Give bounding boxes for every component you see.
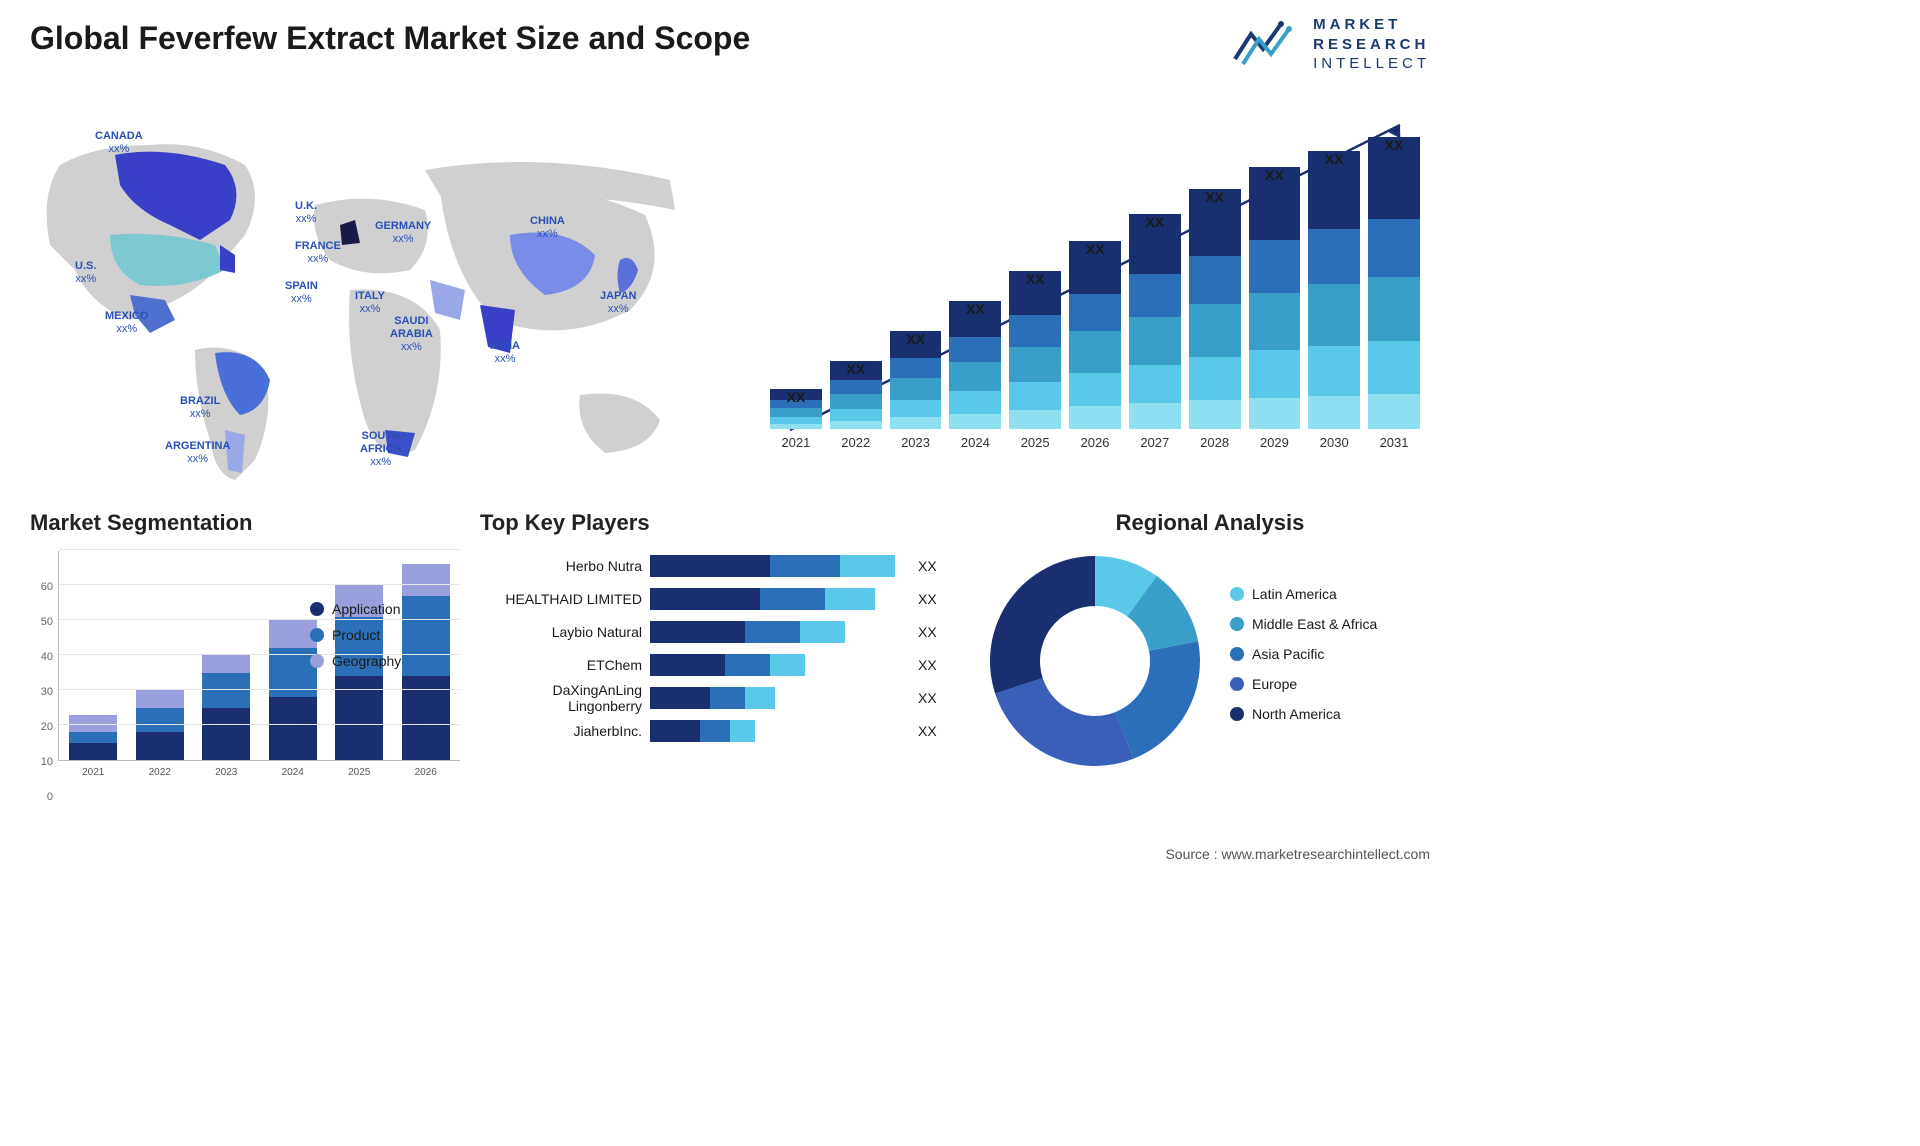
players-title: Top Key Players	[480, 510, 960, 536]
growth-bar-chart: 2021202220232024202520262027202820292030…	[770, 105, 1420, 475]
page-title: Global Feverfew Extract Market Size and …	[30, 20, 750, 57]
donut-slice	[990, 556, 1095, 693]
growth-value-label: XX	[846, 361, 865, 377]
growth-bar: 2023	[890, 331, 942, 450]
regional-section: Regional Analysis Latin America Middle Ea…	[985, 510, 1435, 771]
players-section: Top Key Players Herbo NutraXXHEALTHAID L…	[480, 510, 960, 749]
growth-value-label: XX	[1325, 151, 1344, 167]
map-label: U.S.xx%	[75, 260, 96, 286]
logo-line1: MARKET	[1313, 15, 1430, 35]
growth-value-label: XX	[1145, 214, 1164, 230]
legend-item: Geography	[310, 653, 401, 669]
map-label: SOUTHAFRICAxx%	[360, 430, 402, 470]
donut-slice	[995, 678, 1134, 766]
map-label: SAUDIARABIAxx%	[390, 315, 433, 355]
map-label: FRANCExx%	[295, 240, 341, 266]
regional-donut-chart	[985, 551, 1205, 771]
player-row: DaXingAnLing LingonberryXX	[480, 683, 960, 713]
segmentation-bar: 2026	[396, 564, 457, 760]
map-label: CHINAxx%	[530, 215, 565, 241]
legend-item: Asia Pacific	[1230, 646, 1377, 662]
growth-value-label: XX	[966, 301, 985, 317]
segmentation-bar: 2023	[196, 655, 257, 760]
regional-legend: Latin America Middle East & Africa Asia Pa…	[1230, 586, 1377, 736]
legend-item: Europe	[1230, 676, 1377, 692]
growth-value-label: XX	[1265, 167, 1284, 183]
map-label: JAPANxx%	[600, 290, 636, 316]
map-label: SPAINxx%	[285, 280, 318, 306]
growth-value-label: XX	[787, 389, 806, 405]
map-label: U.K.xx%	[295, 200, 317, 226]
brand-logo: MARKET RESEARCH INTELLECT	[1233, 15, 1430, 74]
segmentation-legend: Application Product Geography	[310, 601, 401, 679]
growth-bar: 2027	[1129, 214, 1181, 450]
player-row: Laybio NaturalXX	[480, 617, 960, 647]
logo-line3: INTELLECT	[1313, 54, 1430, 74]
player-row: JiaherbInc.XX	[480, 716, 960, 746]
growth-bar: 2029	[1249, 167, 1301, 450]
map-label: INDIAxx%	[490, 340, 520, 366]
legend-item: North America	[1230, 706, 1377, 722]
map-label: ARGENTINAxx%	[165, 440, 230, 466]
growth-bar: 2024	[949, 301, 1001, 450]
legend-item: Product	[310, 627, 401, 643]
logo-line2: RESEARCH	[1313, 35, 1430, 55]
growth-value-label: XX	[1385, 137, 1404, 153]
growth-value-label: XX	[1205, 189, 1224, 205]
growth-bar: 2025	[1009, 271, 1061, 450]
player-row: ETChemXX	[480, 650, 960, 680]
segmentation-bar: 2022	[130, 690, 191, 760]
growth-bar: 2026	[1069, 241, 1121, 450]
player-row: Herbo NutraXX	[480, 551, 960, 581]
segmentation-title: Market Segmentation	[30, 510, 460, 536]
map-label: MEXICOxx%	[105, 310, 148, 336]
growth-value-label: XX	[1086, 241, 1105, 257]
legend-item: Latin America	[1230, 586, 1377, 602]
growth-bar: 2028	[1189, 189, 1241, 450]
segmentation-bar: 2021	[63, 715, 124, 761]
source-attribution: Source : www.marketresearchintellect.com	[1165, 846, 1430, 862]
regional-title: Regional Analysis	[985, 510, 1435, 536]
map-label: BRAZILxx%	[180, 395, 220, 421]
logo-mark-icon	[1233, 19, 1303, 69]
segmentation-section: Market Segmentation 0102030405060 202120…	[30, 510, 460, 791]
map-label: CANADAxx%	[95, 130, 143, 156]
growth-value-label: XX	[906, 331, 925, 347]
donut-slice	[1115, 641, 1200, 758]
player-row: HEALTHAID LIMITEDXX	[480, 584, 960, 614]
map-label: GERMANYxx%	[375, 220, 431, 246]
growth-bar: 2030	[1308, 151, 1360, 450]
world-map: CANADAxx% U.S.xx% MEXICOxx% BRAZILxx% ARGENT…	[20, 95, 720, 490]
growth-bar: 2031	[1368, 137, 1420, 450]
growth-value-label: XX	[1026, 271, 1045, 287]
map-label: ITALYxx%	[355, 290, 385, 316]
legend-item: Application	[310, 601, 401, 617]
legend-item: Middle East & Africa	[1230, 616, 1377, 632]
